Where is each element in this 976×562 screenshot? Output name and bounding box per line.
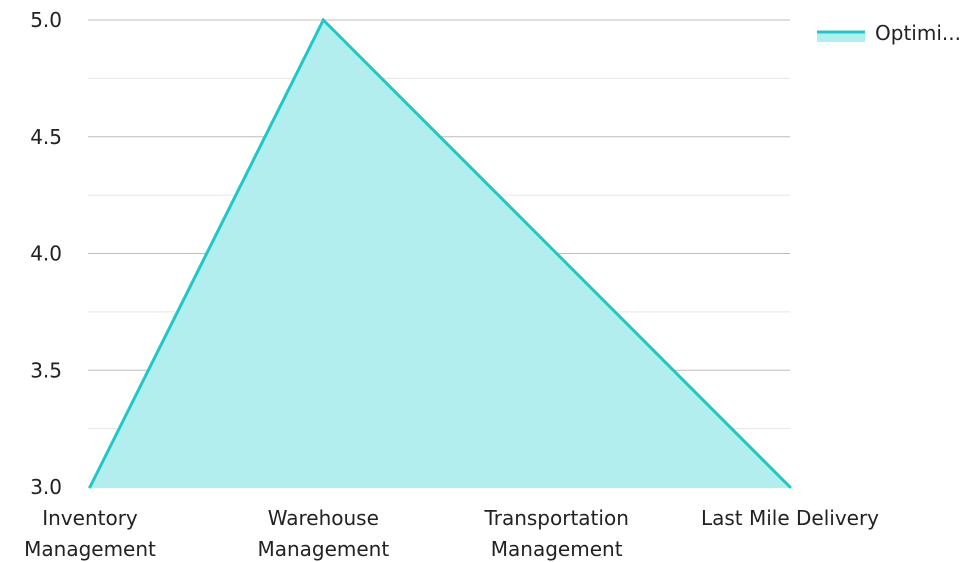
legend-label: Optimi... [875,21,961,45]
data-point[interactable] [788,485,792,489]
data-point[interactable] [555,252,559,255]
series-area [88,17,792,489]
x-tick-label: Transportation Management [483,506,628,561]
y-tick-label: 4.5 [30,125,62,149]
y-tick-label: 3.0 [30,475,62,499]
y-tick-label: 5.0 [30,8,62,32]
y-tick-label: 4.0 [30,242,62,266]
data-point[interactable] [88,485,92,489]
series-line [88,17,792,489]
x-tick-label: Inventory Management [24,506,156,561]
x-tick-label: Last Mile Delivery [701,506,879,530]
x-tick-label: Warehouse Management [257,506,389,561]
y-axis: 3.0 3.5 4.0 4.5 5.0 [30,8,62,499]
data-point[interactable] [321,18,325,22]
y-tick-label: 3.5 [30,358,62,382]
legend[interactable]: Optimi... [817,21,961,45]
legend-swatch [817,32,865,42]
x-axis: Inventory Management Warehouse Management Tr… [24,506,879,561]
